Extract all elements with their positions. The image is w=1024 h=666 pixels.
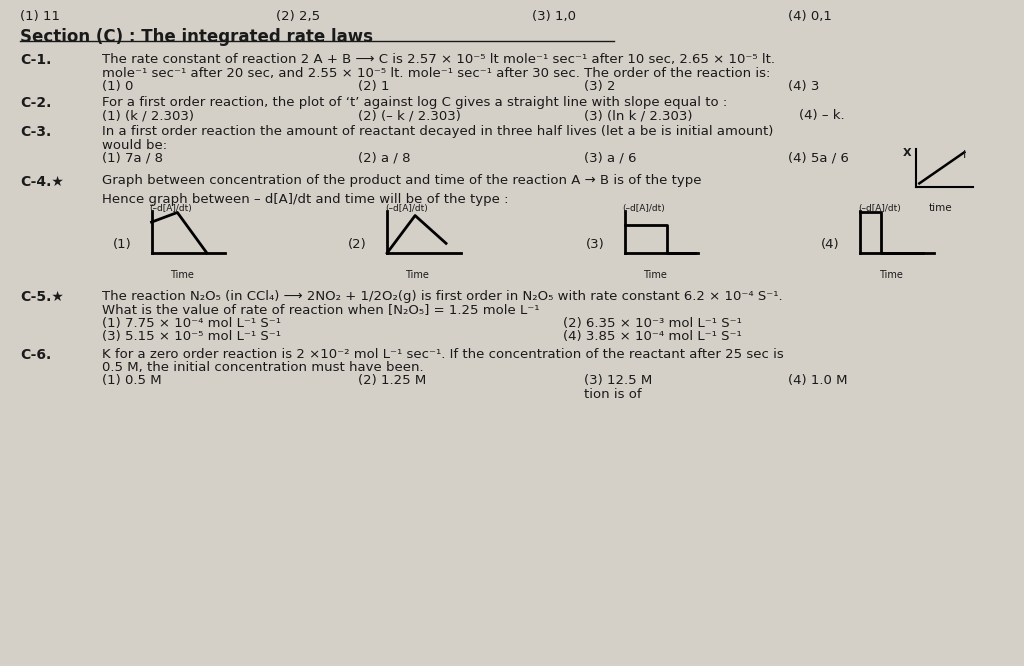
Text: (3) (ln k / 2.303): (3) (ln k / 2.303) bbox=[584, 109, 692, 123]
Text: (–d[A]/dt): (–d[A]/dt) bbox=[150, 204, 193, 213]
Text: C-2.: C-2. bbox=[20, 96, 52, 110]
Text: (–d[A]/dt): (–d[A]/dt) bbox=[623, 204, 666, 213]
Text: (1) 0: (1) 0 bbox=[102, 80, 134, 93]
Text: time: time bbox=[929, 203, 952, 213]
Text: (1) 7.75 × 10⁻⁴ mol L⁻¹ S⁻¹: (1) 7.75 × 10⁻⁴ mol L⁻¹ S⁻¹ bbox=[102, 317, 282, 330]
Text: (3): (3) bbox=[586, 238, 604, 250]
Text: mole⁻¹ sec⁻¹ after 20 sec, and 2.55 × 10⁻⁵ lt. mole⁻¹ sec⁻¹ after 30 sec. The or: mole⁻¹ sec⁻¹ after 20 sec, and 2.55 × 10… bbox=[102, 67, 771, 80]
Text: X: X bbox=[903, 148, 911, 158]
Text: (2) 2,5: (2) 2,5 bbox=[276, 10, 321, 23]
Text: What is the value of rate of reaction when [N₂O₅] = 1.25 mole L⁻¹: What is the value of rate of reaction wh… bbox=[102, 303, 540, 316]
Text: C-6.: C-6. bbox=[20, 348, 52, 362]
Text: K for a zero order reaction is 2 ×10⁻² mol L⁻¹ sec⁻¹. If the concentration of th: K for a zero order reaction is 2 ×10⁻² m… bbox=[102, 348, 784, 361]
Text: Section (C) : The integrated rate laws: Section (C) : The integrated rate laws bbox=[20, 28, 374, 46]
Text: (2) 1: (2) 1 bbox=[358, 80, 390, 93]
Text: (1): (1) bbox=[113, 238, 131, 250]
Text: (4) 1.0 M: (4) 1.0 M bbox=[788, 374, 848, 388]
Text: Time: Time bbox=[170, 270, 194, 280]
Text: I: I bbox=[963, 150, 966, 160]
Text: (1) (k / 2.303): (1) (k / 2.303) bbox=[102, 109, 195, 123]
Text: (4) 0,1: (4) 0,1 bbox=[788, 10, 833, 23]
Text: C-3.: C-3. bbox=[20, 125, 52, 139]
Text: Hence graph between – d[A]/dt and time will be of the type :: Hence graph between – d[A]/dt and time w… bbox=[102, 193, 509, 206]
Text: (–d[A]/dt): (–d[A]/dt) bbox=[385, 204, 428, 213]
Text: (2) 6.35 × 10⁻³ mol L⁻¹ S⁻¹: (2) 6.35 × 10⁻³ mol L⁻¹ S⁻¹ bbox=[563, 317, 742, 330]
Text: (4) 3: (4) 3 bbox=[788, 80, 820, 93]
Text: (–d[A]/dt): (–d[A]/dt) bbox=[858, 204, 901, 213]
Text: The reaction N₂O₅ (in CCl₄) ⟶ 2NO₂ + 1/2O₂(g) is first order in N₂O₅ with rate c: The reaction N₂O₅ (in CCl₄) ⟶ 2NO₂ + 1/2… bbox=[102, 290, 783, 303]
Text: (4): (4) bbox=[821, 238, 840, 250]
Text: (3) 12.5 M: (3) 12.5 M bbox=[584, 374, 652, 388]
Text: 0.5 M, the initial concentration must have been.: 0.5 M, the initial concentration must ha… bbox=[102, 361, 424, 374]
Text: Time: Time bbox=[643, 270, 667, 280]
Text: For a first order reaction, the plot of ‘t’ against log C gives a straight line : For a first order reaction, the plot of … bbox=[102, 96, 728, 109]
Text: C-5.★: C-5.★ bbox=[20, 290, 65, 304]
Text: Graph between concentration of the product and time of the reaction A → B is of : Graph between concentration of the produ… bbox=[102, 174, 701, 188]
Text: (3) 5.15 × 10⁻⁵ mol L⁻¹ S⁻¹: (3) 5.15 × 10⁻⁵ mol L⁻¹ S⁻¹ bbox=[102, 330, 282, 344]
Text: (2) a / 8: (2) a / 8 bbox=[358, 152, 411, 165]
Text: (1) 7a / 8: (1) 7a / 8 bbox=[102, 152, 164, 165]
Text: (2) 1.25 M: (2) 1.25 M bbox=[358, 374, 427, 388]
Text: would be:: would be: bbox=[102, 139, 168, 152]
Text: C-1.: C-1. bbox=[20, 53, 52, 67]
Text: (1) 11: (1) 11 bbox=[20, 10, 60, 23]
Text: C-4.★: C-4.★ bbox=[20, 174, 65, 188]
Text: (2): (2) bbox=[348, 238, 367, 250]
Text: (3) 2: (3) 2 bbox=[584, 80, 615, 93]
Text: Time: Time bbox=[406, 270, 429, 280]
Text: The rate constant of reaction 2 A + B ⟶ C is 2.57 × 10⁻⁵ lt mole⁻¹ sec⁻¹ after 1: The rate constant of reaction 2 A + B ⟶ … bbox=[102, 53, 775, 67]
Text: Time: Time bbox=[879, 270, 902, 280]
Text: (3) 1,0: (3) 1,0 bbox=[532, 10, 577, 23]
Text: tion is of: tion is of bbox=[584, 388, 641, 401]
Text: (4) 5a / 6: (4) 5a / 6 bbox=[788, 152, 849, 165]
Text: In a first order reaction the amount of reactant decayed in three half lives (le: In a first order reaction the amount of … bbox=[102, 125, 774, 139]
Text: (2) (– k / 2.303): (2) (– k / 2.303) bbox=[358, 109, 461, 123]
Text: (3) a / 6: (3) a / 6 bbox=[584, 152, 636, 165]
Text: (1) 0.5 M: (1) 0.5 M bbox=[102, 374, 162, 388]
Text: (4) – k.: (4) – k. bbox=[799, 109, 845, 123]
Text: (4) 3.85 × 10⁻⁴ mol L⁻¹ S⁻¹: (4) 3.85 × 10⁻⁴ mol L⁻¹ S⁻¹ bbox=[563, 330, 742, 344]
